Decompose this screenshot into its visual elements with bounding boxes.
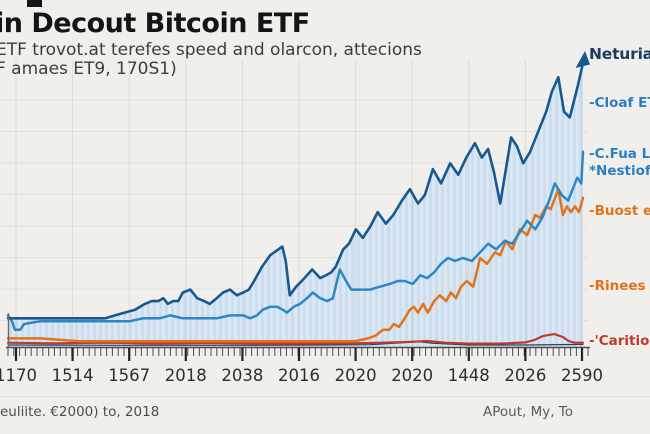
footer-caption-left: euliite. €2000) to, 2018: [0, 404, 160, 420]
x-tick-label: 2020: [391, 366, 434, 385]
x-tick-label: 2020: [334, 366, 377, 385]
x-tick-label: 1170: [0, 366, 37, 385]
x-tick-label: 2038: [221, 366, 264, 385]
x-tick-label: 2018: [164, 366, 207, 385]
x-axis-labels: 1170 1514 1567 2018 2038 2016 2020 2020 1448 2026…: [0, 366, 650, 388]
x-tick-label: 1567: [108, 366, 151, 385]
subtitle-line-2: F amaes ET9, 170S1): [0, 59, 177, 79]
legend-item: -Cloaf ET: [589, 95, 650, 111]
subtitle-line-1: ETF trovot.at terefes speed and olarcon,…: [0, 40, 422, 60]
legend-item: -'Carition: [589, 333, 650, 349]
x-tick-label: 2016: [278, 366, 320, 385]
x-tick-label: 2026: [504, 366, 547, 385]
legend-item: Neturial: [589, 45, 650, 63]
legend-item: -C.Fua LE*Nestiofid: [589, 146, 650, 180]
legend-item: -Buost et: [589, 203, 650, 219]
x-tick-label: 1448: [447, 366, 490, 385]
page-title: in Decout Bitcoin ETF: [0, 8, 310, 39]
chart-legend: Neturial -Cloaf ET -C.Fua LE*Nestiofid -Buo…: [589, 0, 650, 390]
legend-item-line2: *Nestiofid: [589, 163, 650, 179]
cropped-element-fragment: [27, 0, 42, 7]
x-tick-label: 2590: [561, 366, 603, 385]
legend-item: -Rinees La: [589, 278, 650, 294]
footer-divider: [0, 396, 650, 397]
footer-caption-right: APout, My, To: [483, 404, 574, 420]
x-tick-label: 1514: [51, 366, 94, 385]
